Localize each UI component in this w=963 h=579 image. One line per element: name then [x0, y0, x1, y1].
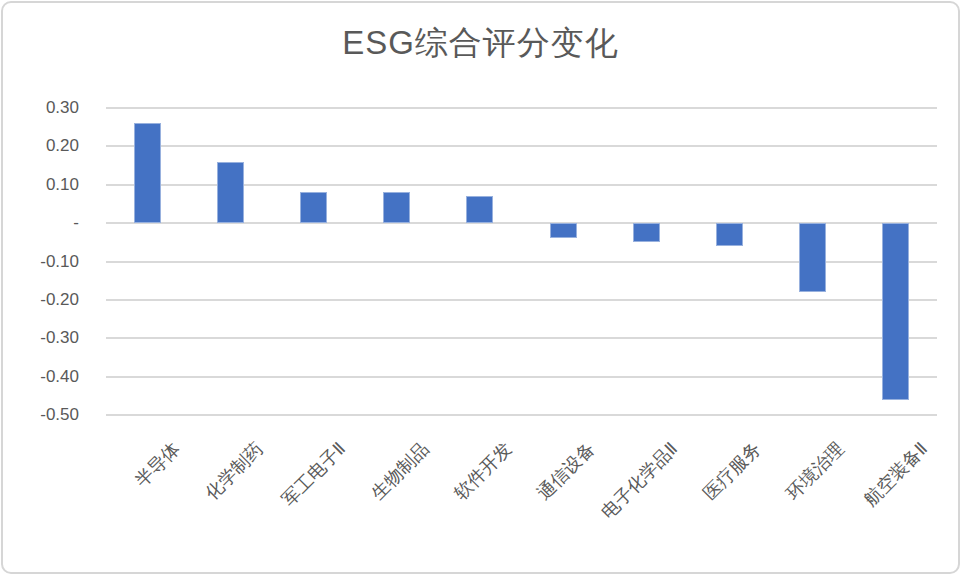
- bar-9: [882, 223, 909, 400]
- bar-8: [799, 223, 826, 292]
- bar-4: [466, 196, 493, 223]
- x-axis-category-label: 军工电子Ⅱ: [277, 437, 351, 511]
- x-axis-category-label: 环境治理: [781, 437, 849, 505]
- y-axis-tick-label: -0.20: [3, 290, 79, 310]
- gridline: [106, 376, 937, 378]
- y-axis-tick-label: -: [3, 213, 79, 233]
- y-axis: 0.300.200.10--0.10-0.20-0.30-0.40-0.50: [3, 108, 79, 415]
- esg-score-change-chart: ESG综合评分变化 0.30 0.20 0.10 - -0.10 -0.20 -0.30 -0…: [1, 1, 960, 574]
- bar-6: [633, 223, 660, 242]
- bar-3: [383, 192, 410, 223]
- y-axis-tick-label: 0.10: [3, 175, 79, 195]
- x-axis-category-label: 软件开发: [449, 437, 517, 505]
- x-axis-category-label: 航空装备Ⅱ: [858, 437, 932, 511]
- x-axis: 半导体化学制药军工电子Ⅱ生物制品软件开发通信设备电子化学品Ⅱ医疗服务环境治理航空…: [106, 415, 937, 565]
- y-axis-tick-label: -0.10: [3, 252, 79, 272]
- bar-0: [134, 123, 161, 223]
- bar-7: [716, 223, 743, 246]
- y-axis-tick-label: 0.20: [3, 136, 79, 156]
- x-axis-category-label: 生物制品: [366, 437, 434, 505]
- y-axis-tick-label: 0.30: [3, 98, 79, 118]
- y-axis-tick-label: -0.40: [3, 367, 79, 387]
- x-axis-category-label: 通信设备: [532, 437, 600, 505]
- x-axis-category-label: 医疗服务: [698, 437, 766, 505]
- bar-5: [550, 223, 577, 238]
- bar-2: [300, 192, 327, 223]
- chart-title: ESG综合评分变化: [3, 21, 958, 66]
- bar-1: [217, 162, 244, 223]
- gridline: [106, 299, 937, 301]
- x-axis-category-label: 半导体: [129, 437, 184, 492]
- gridline: [106, 337, 937, 339]
- gridline: [106, 145, 937, 147]
- gridline: [106, 107, 937, 109]
- x-axis-category-label: 电子化学品Ⅱ: [596, 437, 683, 524]
- y-axis-tick-label: -0.30: [3, 328, 79, 348]
- plot-area: [106, 108, 937, 415]
- y-axis-tick-label: -0.50: [3, 405, 79, 425]
- x-axis-category-label: 化学制药: [200, 437, 268, 505]
